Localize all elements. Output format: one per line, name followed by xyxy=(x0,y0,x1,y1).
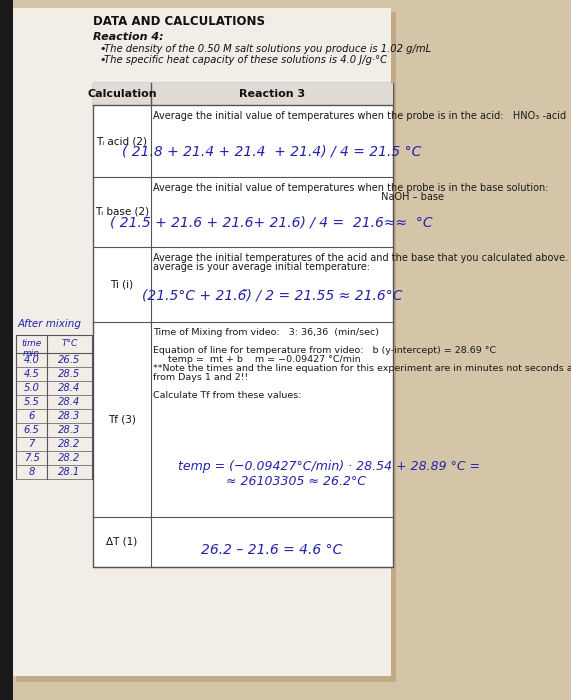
Text: temp =  mt + b    m = −0.09427 °C/min: temp = mt + b m = −0.09427 °C/min xyxy=(154,355,361,364)
Text: 28.2: 28.2 xyxy=(58,453,81,463)
Text: ( 21.5 + 21.6 + 21.6+ 21.6) / 4 =  21.6≈≈  °C: ( 21.5 + 21.6 + 21.6+ 21.6) / 4 = 21.6≈≈… xyxy=(110,216,433,230)
Text: time
min: time min xyxy=(22,339,42,358)
Text: NaOH – base: NaOH – base xyxy=(154,192,444,202)
Text: 8: 8 xyxy=(29,467,35,477)
Text: Calculation: Calculation xyxy=(87,89,156,99)
Text: 4.5: 4.5 xyxy=(23,369,39,379)
Text: 26.5: 26.5 xyxy=(58,355,81,365)
Bar xyxy=(93,83,393,567)
Bar xyxy=(0,0,13,700)
Bar xyxy=(93,83,393,105)
Text: 28.3: 28.3 xyxy=(58,411,81,421)
Text: Ti (i): Ti (i) xyxy=(110,279,134,290)
Text: 6: 6 xyxy=(29,411,35,421)
Text: 7.5: 7.5 xyxy=(23,453,39,463)
Text: from Days 1 and 2!!: from Days 1 and 2!! xyxy=(154,373,249,382)
Text: average is your average initial temperature:: average is your average initial temperat… xyxy=(154,262,371,272)
Text: Average the initial value of temperatures when the probe is in the acid:   HNO₃ : Average the initial value of temperature… xyxy=(154,111,566,121)
Text: •: • xyxy=(99,44,106,54)
Text: 5.5: 5.5 xyxy=(23,397,39,407)
Text: temp = (−0.09427°C/min) · 28.54 + 28.89 °C =: temp = (−0.09427°C/min) · 28.54 + 28.89 … xyxy=(158,460,480,473)
Text: Average the initial value of temperatures when the probe is in the base solution: Average the initial value of temperature… xyxy=(154,183,549,193)
Text: 7: 7 xyxy=(29,439,35,449)
Text: The specific heat capacity of these solutions is 4.0 J/g·°C: The specific heat capacity of these solu… xyxy=(104,55,387,65)
Text: Calculate Tf from these values:: Calculate Tf from these values: xyxy=(154,391,302,400)
Text: Time of Mixing from video:   3: 36,36  (min/sec): Time of Mixing from video: 3: 36,36 (min… xyxy=(154,328,380,337)
Text: 5.0: 5.0 xyxy=(23,383,39,393)
Text: DATA AND CALCULATIONS: DATA AND CALCULATIONS xyxy=(93,15,265,28)
Text: 28.1: 28.1 xyxy=(58,467,81,477)
Text: 28.4: 28.4 xyxy=(58,397,81,407)
Text: T°C: T°C xyxy=(62,340,78,349)
Text: Reaction 4:: Reaction 4: xyxy=(93,32,164,42)
Text: •: • xyxy=(99,55,106,65)
Text: Tᵢ base (2): Tᵢ base (2) xyxy=(95,207,149,217)
Text: (21.5°C + 21.6̃) / 2 = 21.55 ≈ 21.6°C: (21.5°C + 21.6̃) / 2 = 21.55 ≈ 21.6°C xyxy=(142,288,402,302)
Text: 28.4: 28.4 xyxy=(58,383,81,393)
Text: 4.0: 4.0 xyxy=(23,355,39,365)
Text: After mixing: After mixing xyxy=(17,319,81,329)
Text: 28.5: 28.5 xyxy=(58,369,81,379)
Text: Equation of line for temperature from video:   b (y-intercept) = 28.69 °C: Equation of line for temperature from vi… xyxy=(154,346,497,355)
Text: The density of the 0.50 M salt solutions you produce is 1.02 g/mL: The density of the 0.50 M salt solutions… xyxy=(104,44,431,54)
Text: Average the initial temperatures of the acid and the base that you calculated ab: Average the initial temperatures of the … xyxy=(154,253,571,263)
Text: Reaction 3: Reaction 3 xyxy=(239,89,305,99)
Text: ( 21.8 + 21.4 + 21.4  + 21.4) / 4 = 21.5 °C: ( 21.8 + 21.4 + 21.4 + 21.4) / 4 = 21.5 … xyxy=(122,145,421,159)
Text: **Note the times and the line equation for this experiment are in minutes not se: **Note the times and the line equation f… xyxy=(154,364,571,373)
Text: Tᵢ acid (2): Tᵢ acid (2) xyxy=(96,136,147,146)
Text: 6.5: 6.5 xyxy=(23,425,39,435)
Text: Tf (3): Tf (3) xyxy=(108,414,136,424)
Text: 26.2 – 21.6 = 4.6 °C: 26.2 – 21.6 = 4.6 °C xyxy=(201,542,343,556)
Text: ΔT (1): ΔT (1) xyxy=(106,537,138,547)
Text: 28.2: 28.2 xyxy=(58,439,81,449)
Text: ≈ 26103305 ≈ 26.2°C: ≈ 26103305 ≈ 26.2°C xyxy=(158,475,366,488)
Text: 28.3: 28.3 xyxy=(58,425,81,435)
